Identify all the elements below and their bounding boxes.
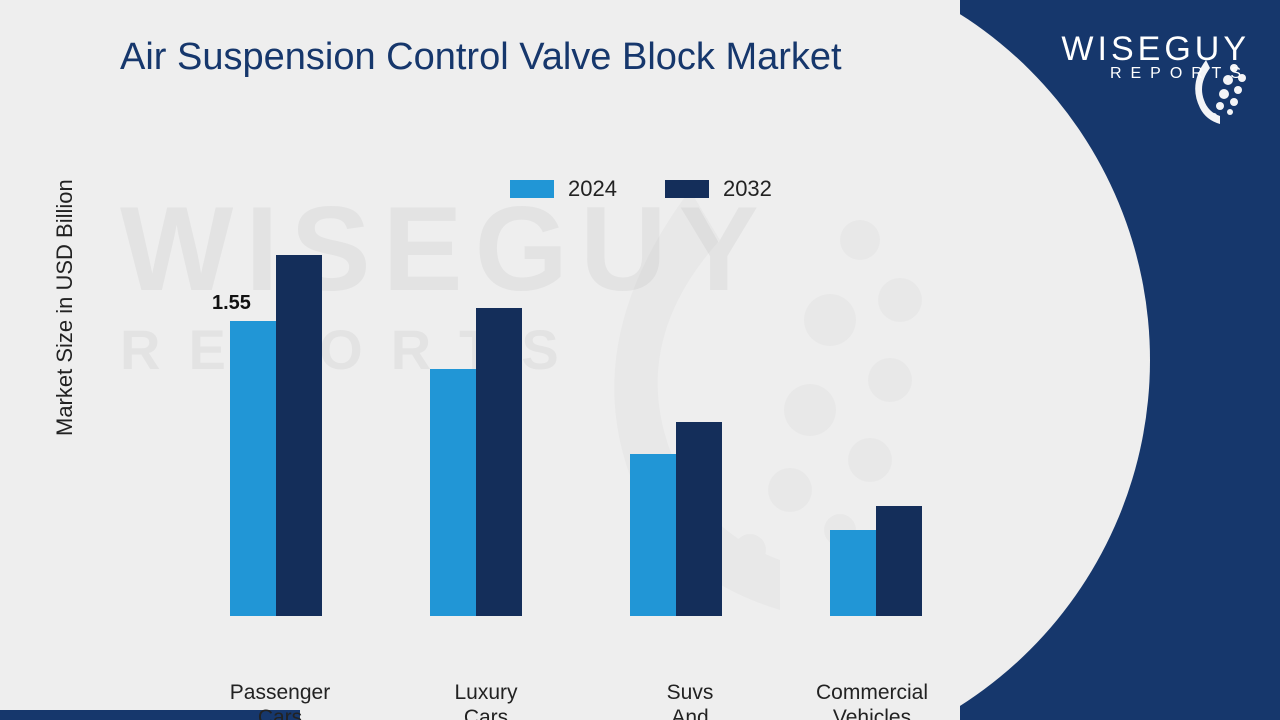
bar-2024-3 bbox=[830, 530, 876, 616]
brand-logo: WISEGUY REPORTS bbox=[1061, 30, 1250, 83]
legend-item-2024: 2024 bbox=[510, 176, 617, 202]
data-label-0: 1.55 bbox=[212, 292, 251, 315]
bar-2024-0 bbox=[230, 321, 276, 616]
legend-swatch-2024 bbox=[510, 180, 554, 198]
bar-group-1 bbox=[430, 308, 522, 616]
category-label-1: Luxury Cars bbox=[416, 680, 556, 720]
bar-group-2 bbox=[630, 422, 722, 616]
legend-label-2024: 2024 bbox=[568, 176, 617, 202]
bar-2032-2 bbox=[676, 422, 722, 616]
category-label-3: Commercial Vehicles bbox=[802, 680, 942, 720]
bar-2032-0 bbox=[276, 255, 322, 616]
chart-plot: Passenger Cars Luxury Cars Suvs And Cros… bbox=[150, 236, 950, 616]
chart-legend: 2024 2032 bbox=[510, 176, 772, 202]
legend-label-2032: 2032 bbox=[723, 176, 772, 202]
bar-group-3 bbox=[830, 506, 922, 616]
category-label-2: Suvs And Crossovers bbox=[620, 680, 760, 720]
infographic-canvas: Air Suspension Control Valve Block Marke… bbox=[0, 0, 1280, 720]
logo-head-icon bbox=[1186, 50, 1256, 130]
bar-2024-2 bbox=[630, 454, 676, 616]
bar-2024-1 bbox=[430, 369, 476, 616]
bar-2032-3 bbox=[876, 506, 922, 616]
chart-title: Air Suspension Control Valve Block Marke… bbox=[120, 35, 842, 81]
y-axis-label: Market Size in USD Billion bbox=[52, 179, 78, 436]
legend-item-2032: 2032 bbox=[665, 176, 772, 202]
legend-swatch-2032 bbox=[665, 180, 709, 198]
category-label-0: Passenger Cars bbox=[210, 680, 350, 720]
chart-area: Market Size in USD Billion 2024 2032 bbox=[90, 176, 960, 704]
bar-2032-1 bbox=[476, 308, 522, 616]
